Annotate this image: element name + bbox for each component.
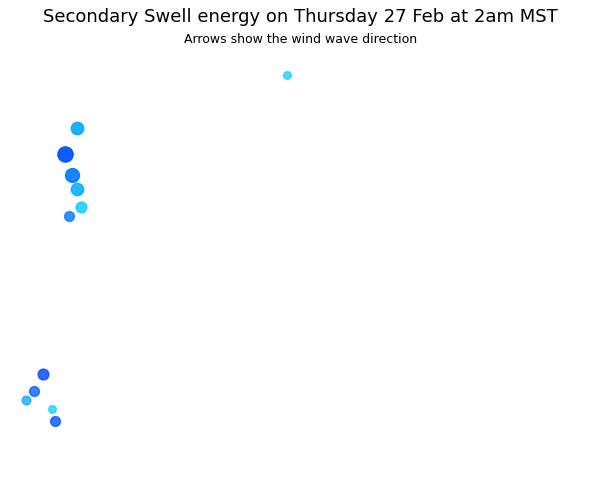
Text: Arrows show the wind wave direction: Arrows show the wind wave direction: [184, 33, 417, 45]
Point: [73, 124, 82, 132]
Point: [47, 405, 56, 413]
Point: [67, 171, 77, 179]
Point: [61, 150, 70, 158]
Point: [76, 203, 85, 211]
Point: [50, 417, 59, 425]
Point: [38, 370, 47, 378]
Point: [29, 387, 39, 395]
Point: [64, 212, 73, 220]
Text: Secondary Swell energy on Thursday 27 Feb at 2am MST: Secondary Swell energy on Thursday 27 Fe…: [43, 8, 558, 26]
Point: [21, 396, 31, 404]
Point: [73, 185, 82, 193]
Point: [282, 71, 291, 79]
